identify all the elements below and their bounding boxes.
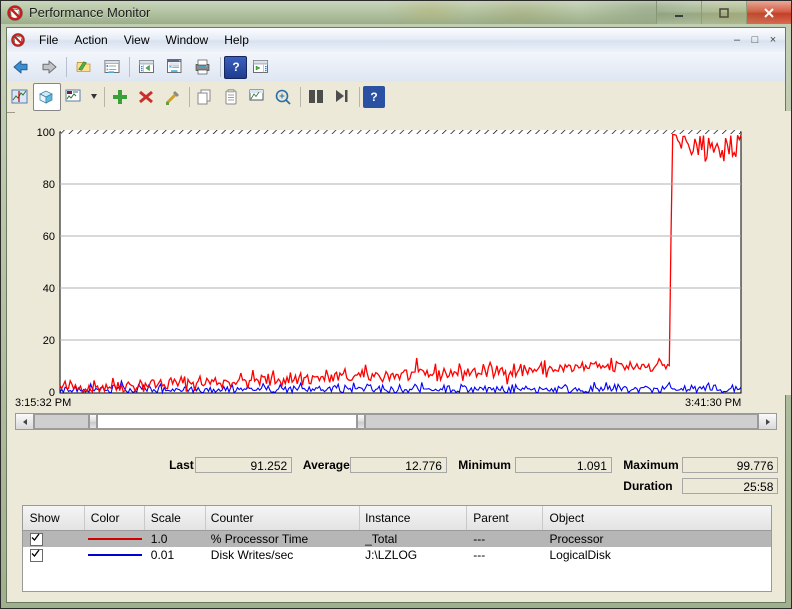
svg-text:3:15:32 PM: 3:15:32 PM: [15, 397, 71, 409]
svg-text:20: 20: [43, 335, 55, 347]
svg-text:40: 40: [43, 283, 55, 295]
svg-text:60: 60: [43, 231, 55, 243]
svg-text:?: ?: [370, 90, 377, 104]
svg-text:?: ?: [232, 60, 239, 74]
svg-text:3:41:30 PM: 3:41:30 PM: [685, 397, 741, 409]
svg-text:80: 80: [43, 179, 55, 191]
svg-text:100: 100: [37, 127, 55, 139]
